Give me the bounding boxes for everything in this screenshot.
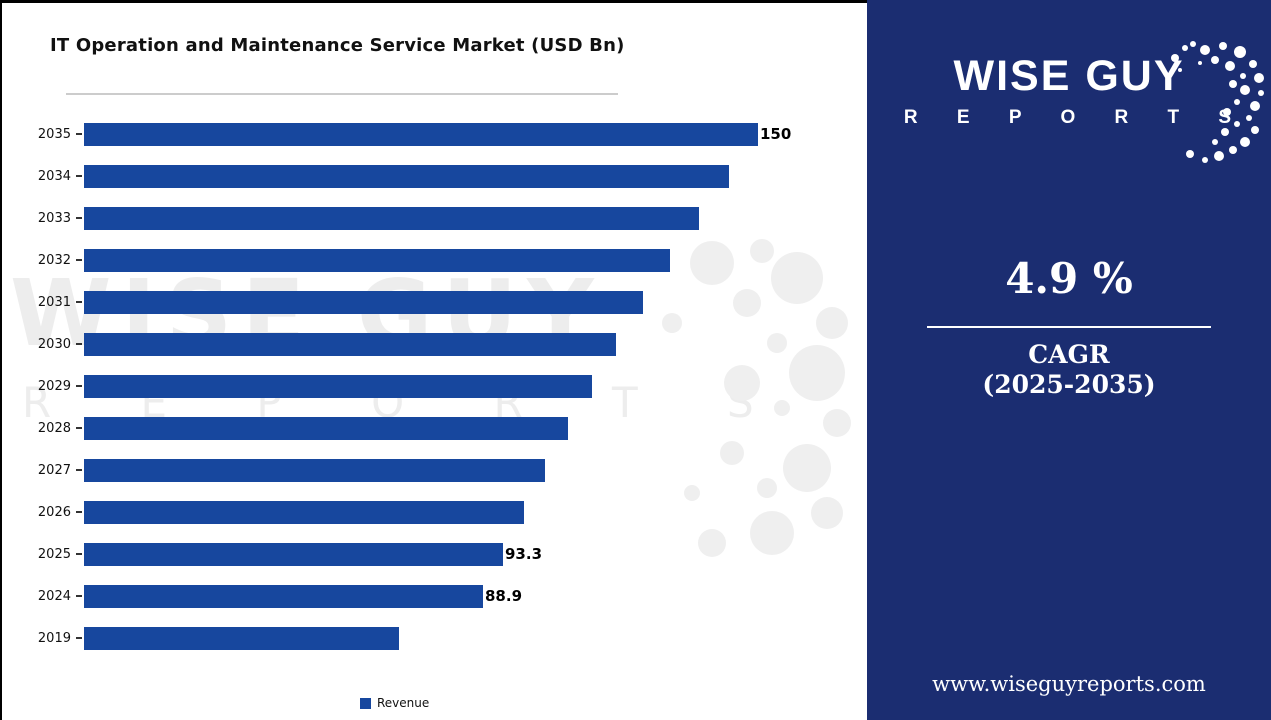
brand-logo: WISE GUY R E P O R T S — [867, 41, 1271, 163]
revenue-bar — [84, 290, 643, 314]
bar-row: 2019 — [2, 617, 862, 659]
website-url: www.wiseguyreports.com — [932, 672, 1206, 696]
bar-row: 2032 — [2, 239, 862, 281]
legend-swatch — [360, 697, 371, 709]
y-axis-tick-mark — [76, 511, 82, 513]
y-axis-tick-label: 2033 — [37, 210, 71, 226]
y-axis-tick-mark — [76, 469, 82, 471]
brand-logo-text: WISE GUY — [953, 52, 1185, 100]
legend-label: Revenue — [377, 696, 430, 710]
title-divider — [66, 93, 618, 95]
y-axis-tick-label: 2035 — [37, 126, 71, 142]
y-axis-tick-mark — [76, 553, 82, 555]
revenue-bar — [84, 332, 616, 356]
dotted-head-icon — [1171, 41, 1264, 163]
y-axis-tick-label: 2024 — [37, 588, 71, 604]
y-axis-tick-label: 2019 — [37, 630, 71, 646]
bar-row: 2024 88.9 — [2, 575, 862, 617]
revenue-bar — [84, 584, 483, 608]
revenue-bar — [84, 248, 670, 272]
chart-title: IT Operation and Maintenance Service Mar… — [50, 35, 625, 56]
y-axis-tick-mark — [76, 427, 82, 429]
revenue-bar — [84, 500, 524, 524]
revenue-bar — [84, 374, 592, 398]
bar-row: 2026 — [2, 491, 862, 533]
y-axis-tick-label: 2034 — [37, 168, 71, 184]
y-axis-tick-mark — [76, 217, 82, 219]
revenue-bar — [84, 458, 545, 482]
y-axis-tick-mark — [76, 595, 82, 597]
bar-row: 2030 — [2, 323, 862, 365]
revenue-bar — [84, 542, 503, 566]
y-axis-tick-label: 2030 — [37, 336, 71, 352]
y-axis-tick-label: 2029 — [37, 378, 71, 394]
y-axis-tick-label: 2028 — [37, 420, 71, 436]
bar-row: 2027 — [2, 449, 862, 491]
bar-value-label: 150 — [760, 125, 792, 143]
y-axis-tick-mark — [76, 259, 82, 261]
y-axis-tick-mark — [76, 343, 82, 345]
side-panel: WISE GUY R E P O R T S 4.9 % CAGR (2025-… — [867, 0, 1271, 720]
y-axis-tick-mark — [76, 301, 82, 303]
y-axis-tick-mark — [76, 637, 82, 639]
cagr-value: 4.9 % — [1005, 254, 1133, 303]
revenue-bar — [84, 122, 758, 146]
cagr-label-line1: CAGR — [1028, 340, 1110, 369]
revenue-bar — [84, 416, 568, 440]
chart-section: IT Operation and Maintenance Service Mar… — [0, 0, 867, 720]
bar-rows: 2035 150 2034 2033 2032 2031 2030 2029 2028 2027 2… — [2, 113, 862, 659]
revenue-bar — [84, 626, 399, 650]
y-axis-tick-label: 2032 — [37, 252, 71, 268]
bar-row: 2033 — [2, 197, 862, 239]
bar-row: 2035 150 — [2, 113, 862, 155]
bar-row: 2031 — [2, 281, 862, 323]
y-axis-tick-mark — [76, 175, 82, 177]
y-axis-tick-mark — [76, 385, 82, 387]
y-axis-tick-label: 2031 — [37, 294, 71, 310]
y-axis-tick-mark — [76, 133, 82, 135]
cagr-divider — [927, 326, 1211, 328]
brand-logo-subtext: R E P O R T S — [903, 107, 1249, 128]
cagr-label: CAGR (2025-2035) — [867, 340, 1271, 400]
bar-row: 2028 — [2, 407, 862, 449]
bar-value-label: 93.3 — [505, 545, 543, 563]
y-axis-tick-label: 2027 — [37, 462, 71, 478]
y-axis-tick-label: 2026 — [37, 504, 71, 520]
revenue-bar — [84, 206, 699, 230]
cagr-label-line2: (2025-2035) — [982, 370, 1156, 399]
y-axis-tick-label: 2025 — [37, 546, 71, 562]
bar-value-label: 88.9 — [485, 587, 523, 605]
bar-row: 2029 — [2, 365, 862, 407]
chart-legend: Revenue — [360, 696, 429, 710]
bar-row: 2034 — [2, 155, 862, 197]
bar-row: 2025 93.3 — [2, 533, 862, 575]
revenue-bar — [84, 164, 729, 188]
